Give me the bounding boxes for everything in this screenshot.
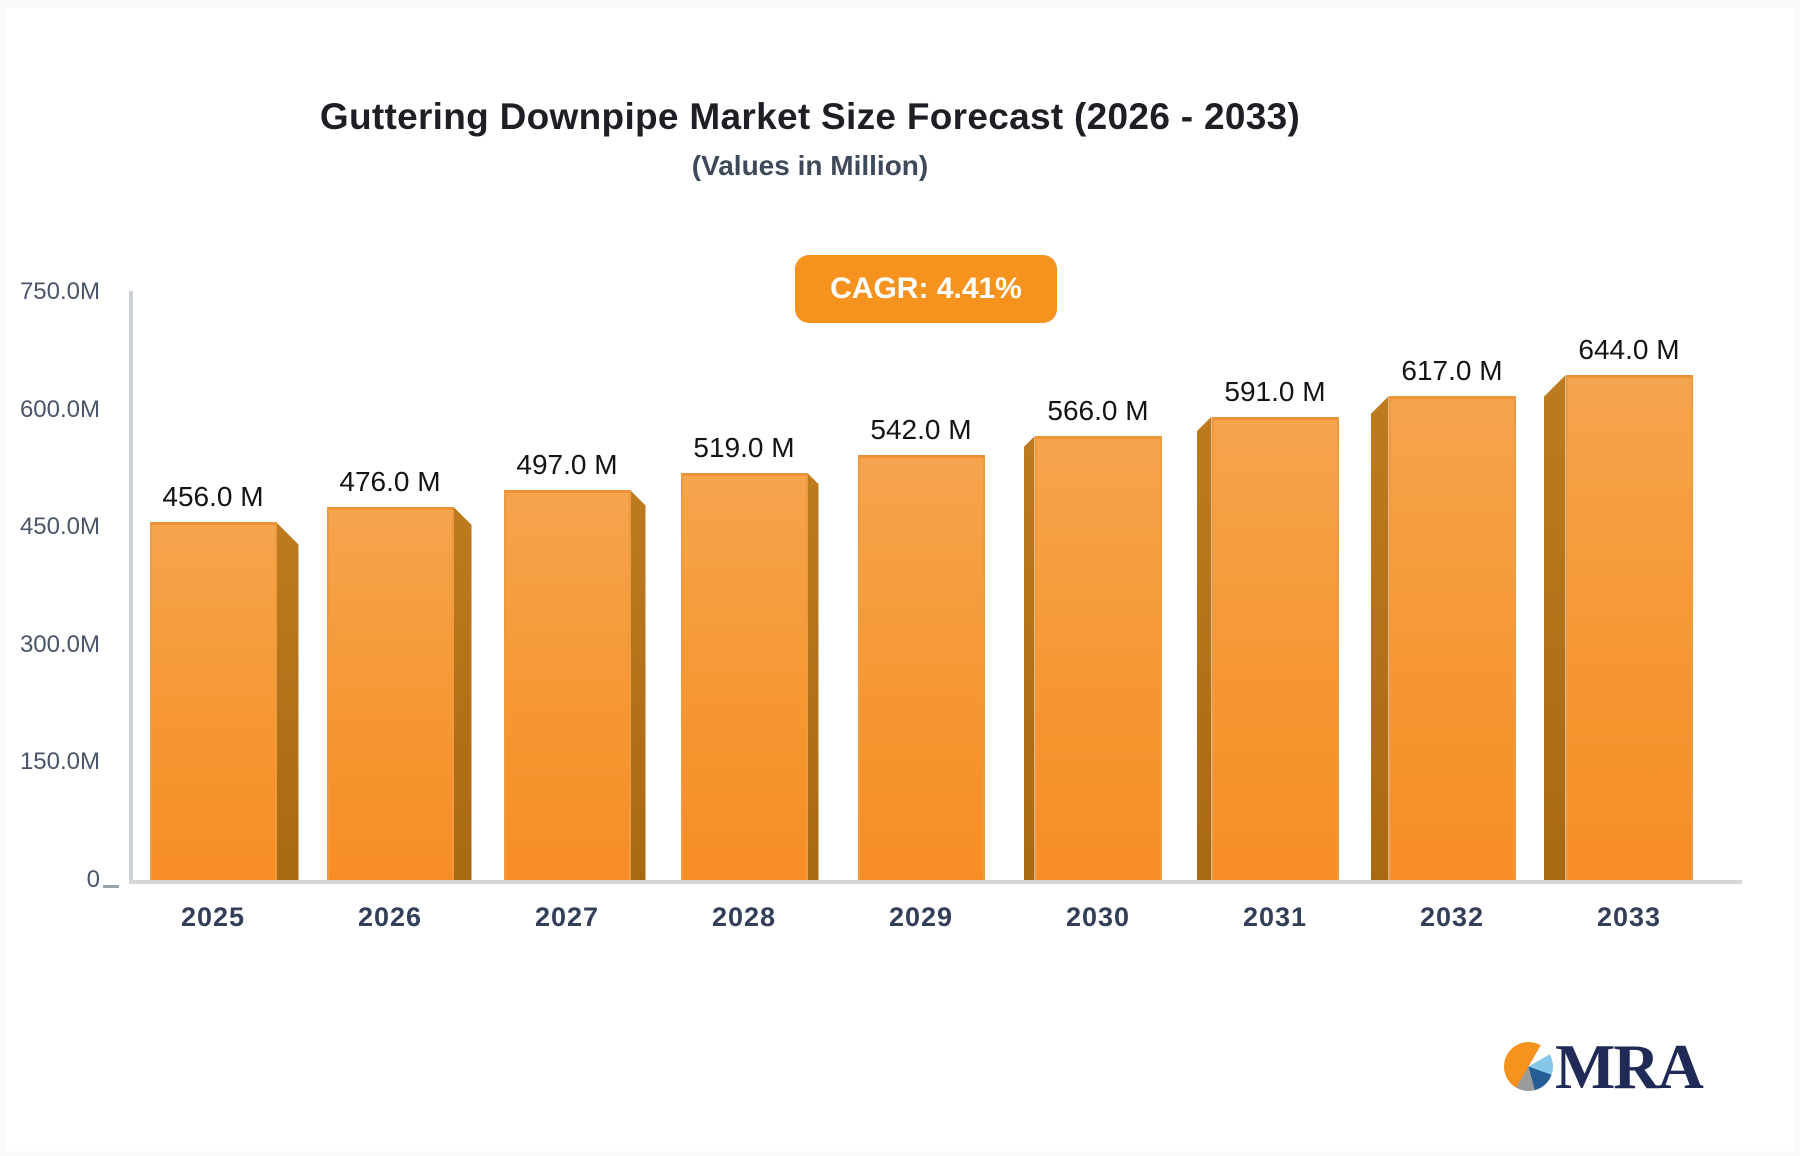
x-axis-label: 2030 xyxy=(1065,902,1131,932)
x-axis-label: 2028 xyxy=(711,902,777,932)
x-axis-label: 2031 xyxy=(1242,902,1308,932)
bar xyxy=(503,490,631,880)
bar-side-face xyxy=(1543,375,1566,880)
chart-subtitle: (Values in Million) xyxy=(691,150,929,181)
x-axis-line xyxy=(129,880,1742,884)
x-axis-label: 2027 xyxy=(534,902,600,932)
bar-side-face xyxy=(1196,416,1212,880)
zero-tick-mark xyxy=(103,885,119,888)
mra-logo: MRA xyxy=(1504,1031,1704,1102)
bar xyxy=(857,455,985,880)
bar-value-label: 497.0 M xyxy=(516,449,618,481)
bar xyxy=(326,506,454,880)
x-axis-label: 2032 xyxy=(1419,902,1485,932)
y-axis-label: 750.0M xyxy=(19,278,100,305)
bar-value-label: 591.0 M xyxy=(1224,375,1326,407)
y-axis-label: 450.0M xyxy=(19,513,100,541)
bar xyxy=(149,522,277,880)
bar-value-label: 542.0 M xyxy=(870,414,972,446)
y-axis-line xyxy=(129,291,133,884)
y-axis-label: 600.0M xyxy=(19,395,100,423)
bar-side-face xyxy=(1370,396,1389,880)
bar xyxy=(1211,416,1339,880)
x-axis-label: 2025 xyxy=(180,902,246,932)
bar-value-label: 566.0 M xyxy=(1047,395,1149,427)
y-axis-label: 300.0M xyxy=(19,630,100,658)
bar-side-face xyxy=(1023,436,1035,880)
bar-value-label: 476.0 M xyxy=(339,465,441,497)
bar-value-label: 644.0 M xyxy=(1578,334,1680,366)
mra-pie-logo-icon xyxy=(1504,1042,1553,1091)
bar-value-label: 456.0 M xyxy=(162,481,264,513)
bar-value-label: 519.0 M xyxy=(693,432,795,464)
cagr-badge: CAGR: 4.41% xyxy=(795,255,1057,323)
x-axis-label: 2033 xyxy=(1596,902,1662,932)
bar-value-label: 617.0 M xyxy=(1401,355,1503,387)
bar xyxy=(1034,436,1162,880)
bar-side-face xyxy=(630,490,646,880)
x-axis-label: 2029 xyxy=(888,902,954,932)
bar xyxy=(1388,396,1516,880)
y-axis-label: 0 xyxy=(86,866,100,893)
bar xyxy=(680,473,808,880)
bar-side-face xyxy=(276,522,299,880)
y-axis-label: 150.0M xyxy=(19,748,100,776)
x-axis-label: 2026 xyxy=(357,902,423,932)
chart-title: Guttering Downpipe Market Size Forecast … xyxy=(319,96,1301,137)
bar xyxy=(1565,375,1693,880)
bar-side-face xyxy=(453,506,472,880)
bar-side-face xyxy=(807,473,819,880)
mra-logo-text: MRA xyxy=(1555,1031,1704,1102)
